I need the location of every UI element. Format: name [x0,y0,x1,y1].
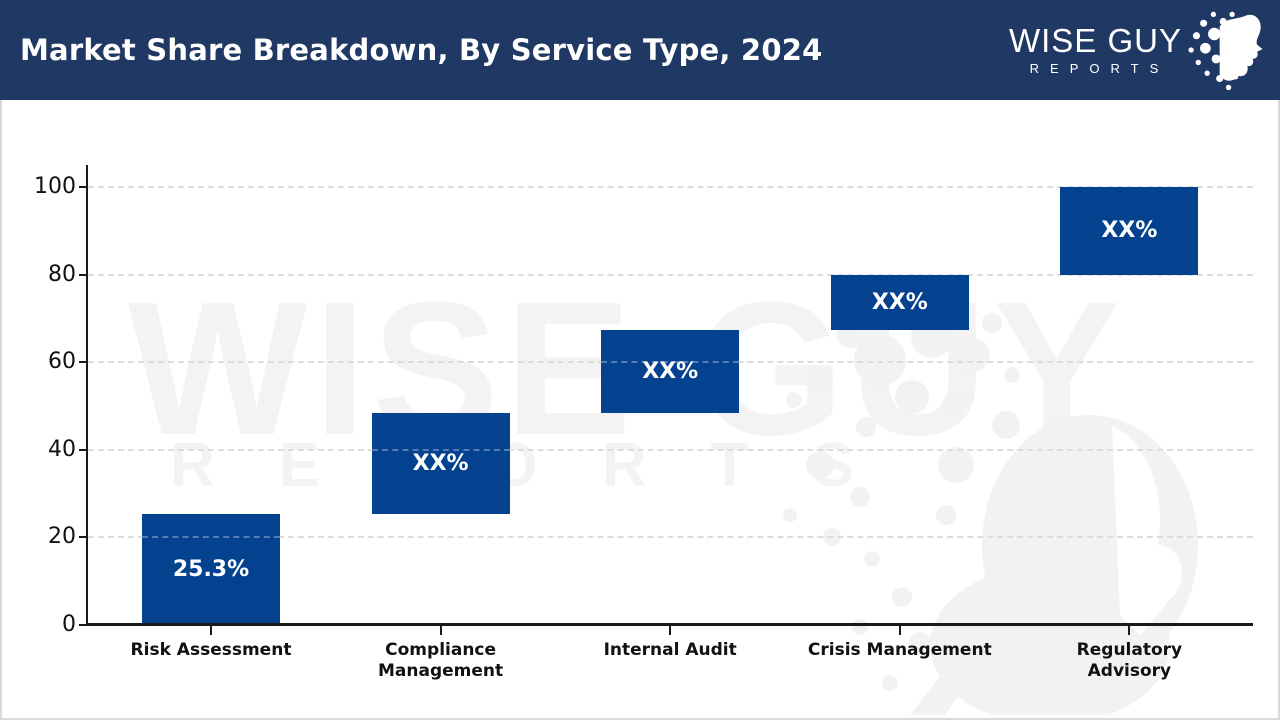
watermark-layer: WISE GUY REPORTS [0,100,1280,720]
watermark-face-icon [783,313,1198,715]
header-bar: Market Share Breakdown, By Service Type,… [0,0,1280,100]
logo-text: WISE GUY REPORTS [1008,22,1182,77]
logo-face-icon [1188,11,1263,91]
logo-subtitle: REPORTS [1029,61,1170,76]
logo-wordmark: WISE GUY [1008,22,1182,59]
chart-title: Market Share Breakdown, By Service Type,… [20,33,823,67]
watermark-subtitle: REPORTS [170,431,918,500]
wise-guy-reports-logo: WISE GUY REPORTS [1009,4,1266,96]
